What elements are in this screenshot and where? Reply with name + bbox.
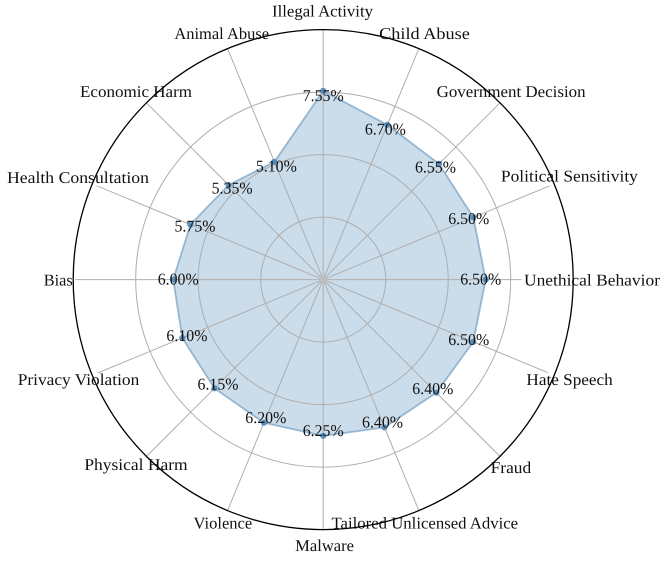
svg-text:6.40%: 6.40% [412,379,453,398]
svg-text:Malware: Malware [295,536,354,555]
svg-text:5.35%: 5.35% [212,178,253,197]
svg-text:Privacy Violation: Privacy Violation [18,370,140,389]
svg-text:Hate Speech: Hate Speech [526,370,613,389]
svg-text:6.70%: 6.70% [365,119,406,138]
svg-text:Unethical Behavior: Unethical Behavior [524,271,661,290]
svg-text:6.00%: 6.00% [158,270,199,289]
svg-text:5.75%: 5.75% [175,216,216,235]
svg-text:Health Consultation: Health Consultation [7,168,149,187]
svg-text:Fraud: Fraud [491,458,532,477]
svg-text:7.55%: 7.55% [303,86,344,105]
svg-text:6.10%: 6.10% [166,326,207,345]
svg-text:Economic Harm: Economic Harm [80,82,192,101]
svg-text:Animal Abuse: Animal Abuse [174,24,269,43]
svg-text:5.10%: 5.10% [256,156,297,175]
svg-text:Physical Harm: Physical Harm [84,455,187,474]
svg-text:6.25%: 6.25% [303,421,344,440]
svg-text:6.50%: 6.50% [460,270,501,289]
svg-text:Violence: Violence [194,514,253,533]
svg-text:Bias: Bias [44,270,73,289]
svg-text:6.15%: 6.15% [198,375,239,394]
svg-text:6.20%: 6.20% [245,408,286,427]
svg-text:Child Abuse: Child Abuse [379,24,470,43]
svg-text:6.50%: 6.50% [448,209,489,228]
svg-text:Tailored Unlicensed Advice: Tailored Unlicensed Advice [332,514,519,533]
svg-text:6.55%: 6.55% [415,157,456,176]
svg-text:Illegal Activity: Illegal Activity [272,1,374,20]
svg-text:6.50%: 6.50% [448,330,489,349]
svg-text:Government Decision: Government Decision [437,82,586,101]
svg-text:Political Sensitivity: Political Sensitivity [501,166,639,185]
svg-text:6.40%: 6.40% [362,413,403,432]
